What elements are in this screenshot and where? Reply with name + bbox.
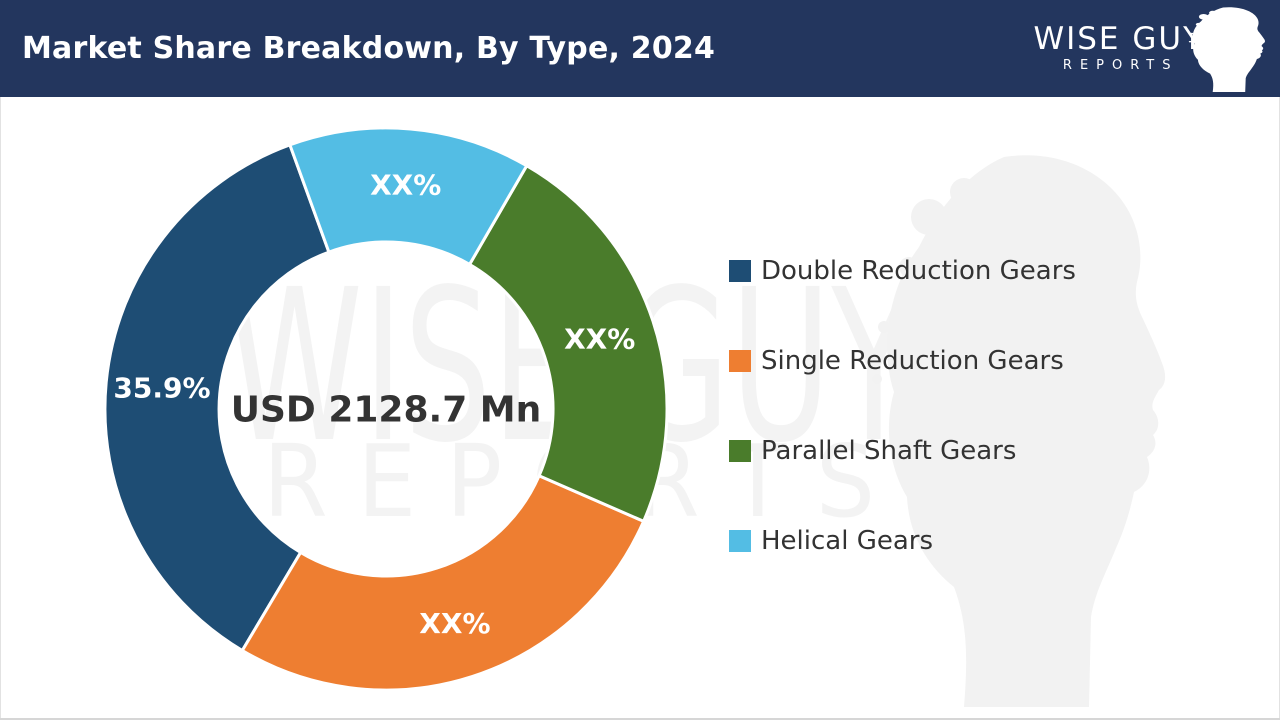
head-dot xyxy=(878,321,890,333)
head-dot xyxy=(1188,40,1192,42)
head-dot xyxy=(1224,14,1235,21)
brand-subname: REPORTS xyxy=(1062,58,1179,73)
legend-label: Helical Gears xyxy=(761,526,934,556)
head-dot xyxy=(1226,36,1236,42)
head-dot xyxy=(1243,41,1248,44)
pie-segment-1 xyxy=(240,474,646,692)
head-dot xyxy=(899,257,919,277)
head-dot xyxy=(1198,13,1209,20)
brand-face-icon xyxy=(1188,6,1265,92)
legend-label: Double Reduction Gears xyxy=(761,256,1076,286)
head-dot xyxy=(1213,43,1225,51)
watermark-face-icon xyxy=(872,155,1166,707)
head-dot xyxy=(987,535,1011,559)
head-dot xyxy=(1242,12,1246,15)
legend-swatch-icon xyxy=(729,260,751,282)
head-dot xyxy=(1209,18,1224,27)
head-dot xyxy=(911,199,947,235)
donut-chart: 35.9% XX% XX% XX% USD 2128.7 Mn xyxy=(103,126,669,692)
head-dot xyxy=(951,549,967,565)
head-dot xyxy=(1198,34,1206,39)
head-dot xyxy=(951,479,987,515)
head-dot xyxy=(1209,10,1217,15)
head-dot xyxy=(1195,22,1201,26)
chart-area: WISE GUY R E P O R T S 35.9%XX%XX%XX%USD… xyxy=(0,97,1280,718)
head-dot xyxy=(1222,7,1232,13)
segment-value-label: XX% xyxy=(419,607,490,640)
head-dot xyxy=(1234,46,1240,51)
head-dot xyxy=(1190,32,1194,35)
head-dot xyxy=(1005,453,1033,481)
brand-logo-text: WISE GUY REPORTS xyxy=(1033,21,1204,74)
head-dot xyxy=(928,421,960,453)
pie-segment-3 xyxy=(288,126,529,266)
head-dot xyxy=(1018,351,1050,383)
legend-item-3: Helical Gears xyxy=(729,496,1076,586)
head-dot xyxy=(1078,191,1090,203)
head-dot xyxy=(935,353,983,401)
head-dot xyxy=(1234,8,1239,12)
chart-legend: Double Reduction Gears Single Reduction G… xyxy=(729,226,1076,586)
head-dot xyxy=(950,178,978,206)
head-dot xyxy=(991,299,1027,335)
head-dot xyxy=(1046,169,1062,185)
head-dot xyxy=(1081,379,1097,395)
segment-value-label: XX% xyxy=(564,323,635,356)
legend-item-1: Single Reduction Gears xyxy=(729,316,1076,406)
head-dot xyxy=(1238,17,1244,21)
header-bar: Market Share Breakdown, By Type, 2024 WI… xyxy=(0,0,1280,97)
head-dot xyxy=(1057,315,1081,339)
head-dot xyxy=(967,395,1011,439)
head-dot xyxy=(1236,31,1244,35)
legend-label: Parallel Shaft Gears xyxy=(761,436,1017,466)
head-dot xyxy=(1218,65,1225,69)
legend-item-2: Parallel Shaft Gears xyxy=(729,406,1076,496)
head-dot xyxy=(1029,507,1049,527)
head-dot xyxy=(1194,44,1200,47)
page-title: Market Share Breakdown, By Type, 2024 xyxy=(22,31,716,66)
head-dot xyxy=(1064,227,1084,247)
head-dot xyxy=(1209,67,1214,70)
head-dot xyxy=(1200,25,1212,32)
head-dot xyxy=(1203,47,1212,53)
head-dot xyxy=(1229,60,1235,64)
head-dot xyxy=(953,231,1005,283)
pie-segment-0 xyxy=(103,143,331,652)
segment-value-label: 35.9% xyxy=(113,372,210,405)
legend-swatch-icon xyxy=(729,350,751,372)
legend-label: Single Reduction Gears xyxy=(761,346,1064,376)
head-dot xyxy=(1035,263,1063,291)
head-dot xyxy=(1219,28,1230,35)
head-dot xyxy=(917,465,941,489)
legend-swatch-icon xyxy=(729,440,751,462)
head-dot xyxy=(1223,52,1231,57)
legend-swatch-icon xyxy=(729,530,751,552)
head-dot xyxy=(1200,54,1207,59)
head-dot xyxy=(1009,207,1049,247)
head-dot xyxy=(1205,37,1218,45)
bottom-border xyxy=(0,718,1280,720)
head-dot xyxy=(872,374,882,384)
segment-value-label: XX% xyxy=(370,169,441,202)
brand-name: WISE GUY xyxy=(1033,21,1204,57)
legend-item-0: Double Reduction Gears xyxy=(729,226,1076,316)
head-dot xyxy=(917,275,961,319)
pie-segment-2 xyxy=(468,164,669,523)
brand-logo: WISE GUY REPORTS xyxy=(1033,6,1280,92)
head-dot xyxy=(1209,56,1219,63)
head-dot xyxy=(1049,417,1069,437)
head-dot xyxy=(1231,23,1239,28)
head-dot xyxy=(910,333,938,361)
head-dot xyxy=(895,398,913,416)
donut-center-label: USD 2128.7 Mn xyxy=(231,390,541,431)
head-dot xyxy=(1003,161,1035,193)
